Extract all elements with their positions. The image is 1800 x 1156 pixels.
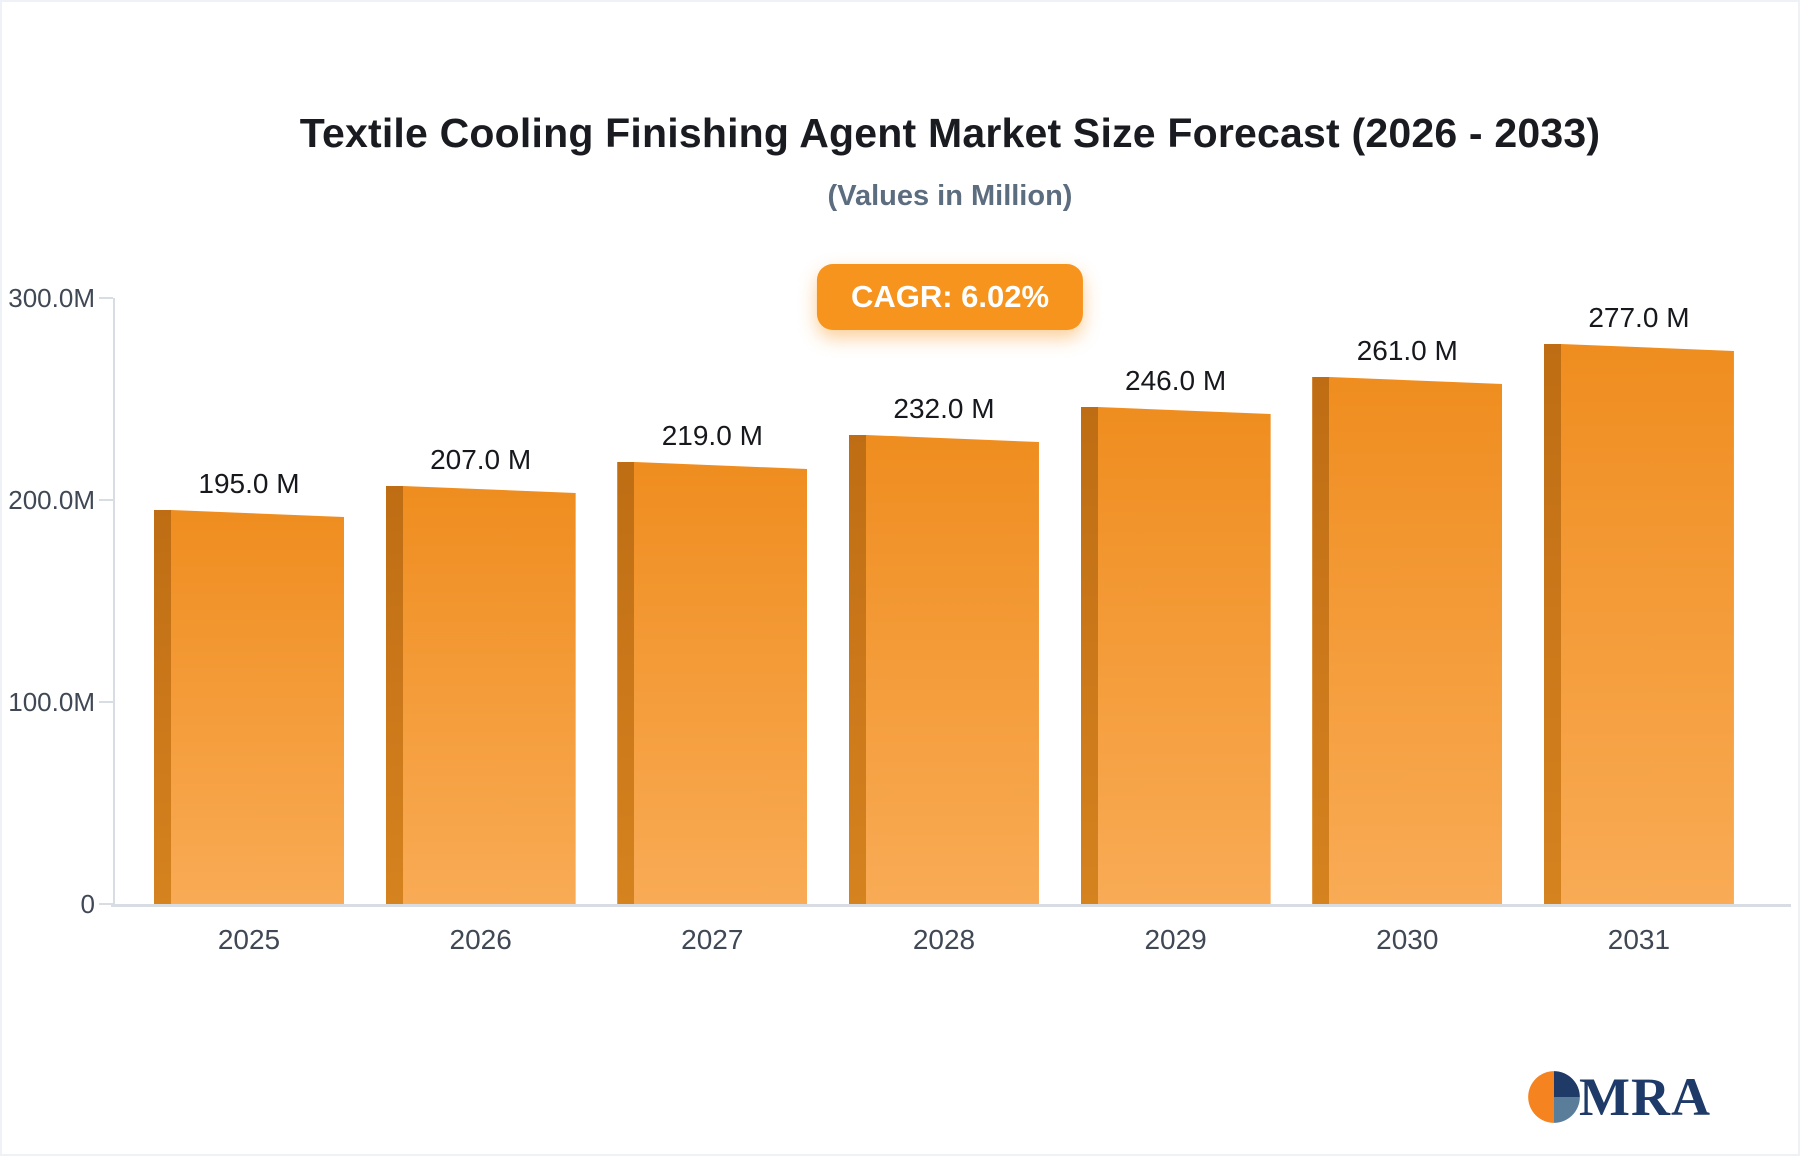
y-tick-mark	[99, 903, 113, 905]
y-tick-label: 100.0M	[8, 686, 95, 717]
bar[interactable]	[617, 462, 808, 904]
y-tick-label: 200.0M	[8, 484, 95, 515]
x-axis-label: 2029	[1144, 924, 1207, 955]
bar-value-label: 219.0 M	[661, 420, 763, 451]
x-axis-label: 2025	[217, 924, 281, 955]
logo-pie-icon	[1528, 1071, 1580, 1123]
bar[interactable]	[385, 486, 576, 904]
bar[interactable]	[848, 435, 1039, 904]
bar-value-label: 207.0 M	[430, 444, 532, 475]
bar[interactable]	[1543, 344, 1734, 904]
bar-value-label: 195.0 M	[198, 468, 300, 499]
bar-group: 207.0 M	[385, 298, 576, 904]
bars-container: 195.0 M 207.0 M 219.0 M 232.0 M 246.0 M 261.0…	[113, 298, 1787, 904]
y-tick-label: 300.0M	[8, 283, 95, 313]
chart-subtitle: (Values in Million)	[827, 180, 1073, 212]
bar-side-face	[848, 435, 866, 904]
brand-logo: MRA	[1527, 1070, 1711, 1124]
x-axis-label: 2030	[1376, 924, 1439, 955]
bar-side-face	[617, 462, 635, 904]
bar[interactable]	[1312, 377, 1503, 904]
bar-side-face	[1543, 344, 1561, 904]
x-axis-label: 2027	[681, 924, 744, 955]
bar-group: 219.0 M	[617, 298, 808, 904]
y-tick-mark	[99, 700, 113, 703]
bar-side-face	[154, 510, 171, 904]
x-axis-label: 2031	[1607, 924, 1671, 955]
bar-value-label: 232.0 M	[893, 393, 995, 424]
y-tick-mark	[99, 498, 113, 501]
bar-value-label: 246.0 M	[1125, 365, 1227, 396]
plot-area: 300.0M 200.0M 100.0M 0 195.0 M 207.0 M 219.0 …	[8, 284, 1791, 955]
bar-group: 261.0 M	[1312, 298, 1503, 904]
bar-group: 246.0 M	[1080, 298, 1271, 904]
y-tick-labels: 300.0M 200.0M 100.0M 0	[8, 284, 1787, 918]
x-axis	[111, 904, 1791, 907]
y-tick-label: 0	[80, 889, 95, 919]
y-tick-mark	[99, 297, 113, 299]
x-axis-label: 2028	[912, 924, 976, 955]
bar-value-label: 261.0 M	[1356, 335, 1458, 366]
logo-text: MRA	[1579, 1067, 1711, 1127]
bar-group: 232.0 M	[848, 298, 1039, 904]
x-axis-label: 2026	[449, 924, 512, 955]
bar-value-label: 277.0 M	[1588, 302, 1690, 333]
bar-side-face	[1312, 377, 1330, 904]
bar-side-face	[385, 486, 403, 904]
bar-side-face	[1080, 407, 1098, 904]
bar-group: 277.0 M	[1543, 298, 1734, 904]
y-axis	[113, 298, 115, 904]
chart-title: Textile Cooling Finishing Agent Market S…	[299, 110, 1601, 156]
bar[interactable]	[154, 510, 344, 904]
bar-group: 195.0 M	[154, 298, 344, 904]
bar[interactable]	[1080, 407, 1271, 904]
cagr-badge: CAGR: 6.02%	[816, 264, 1084, 330]
x-axis-labels: 2025 2026 2027 2028 2029 2030 2031	[113, 924, 1787, 956]
